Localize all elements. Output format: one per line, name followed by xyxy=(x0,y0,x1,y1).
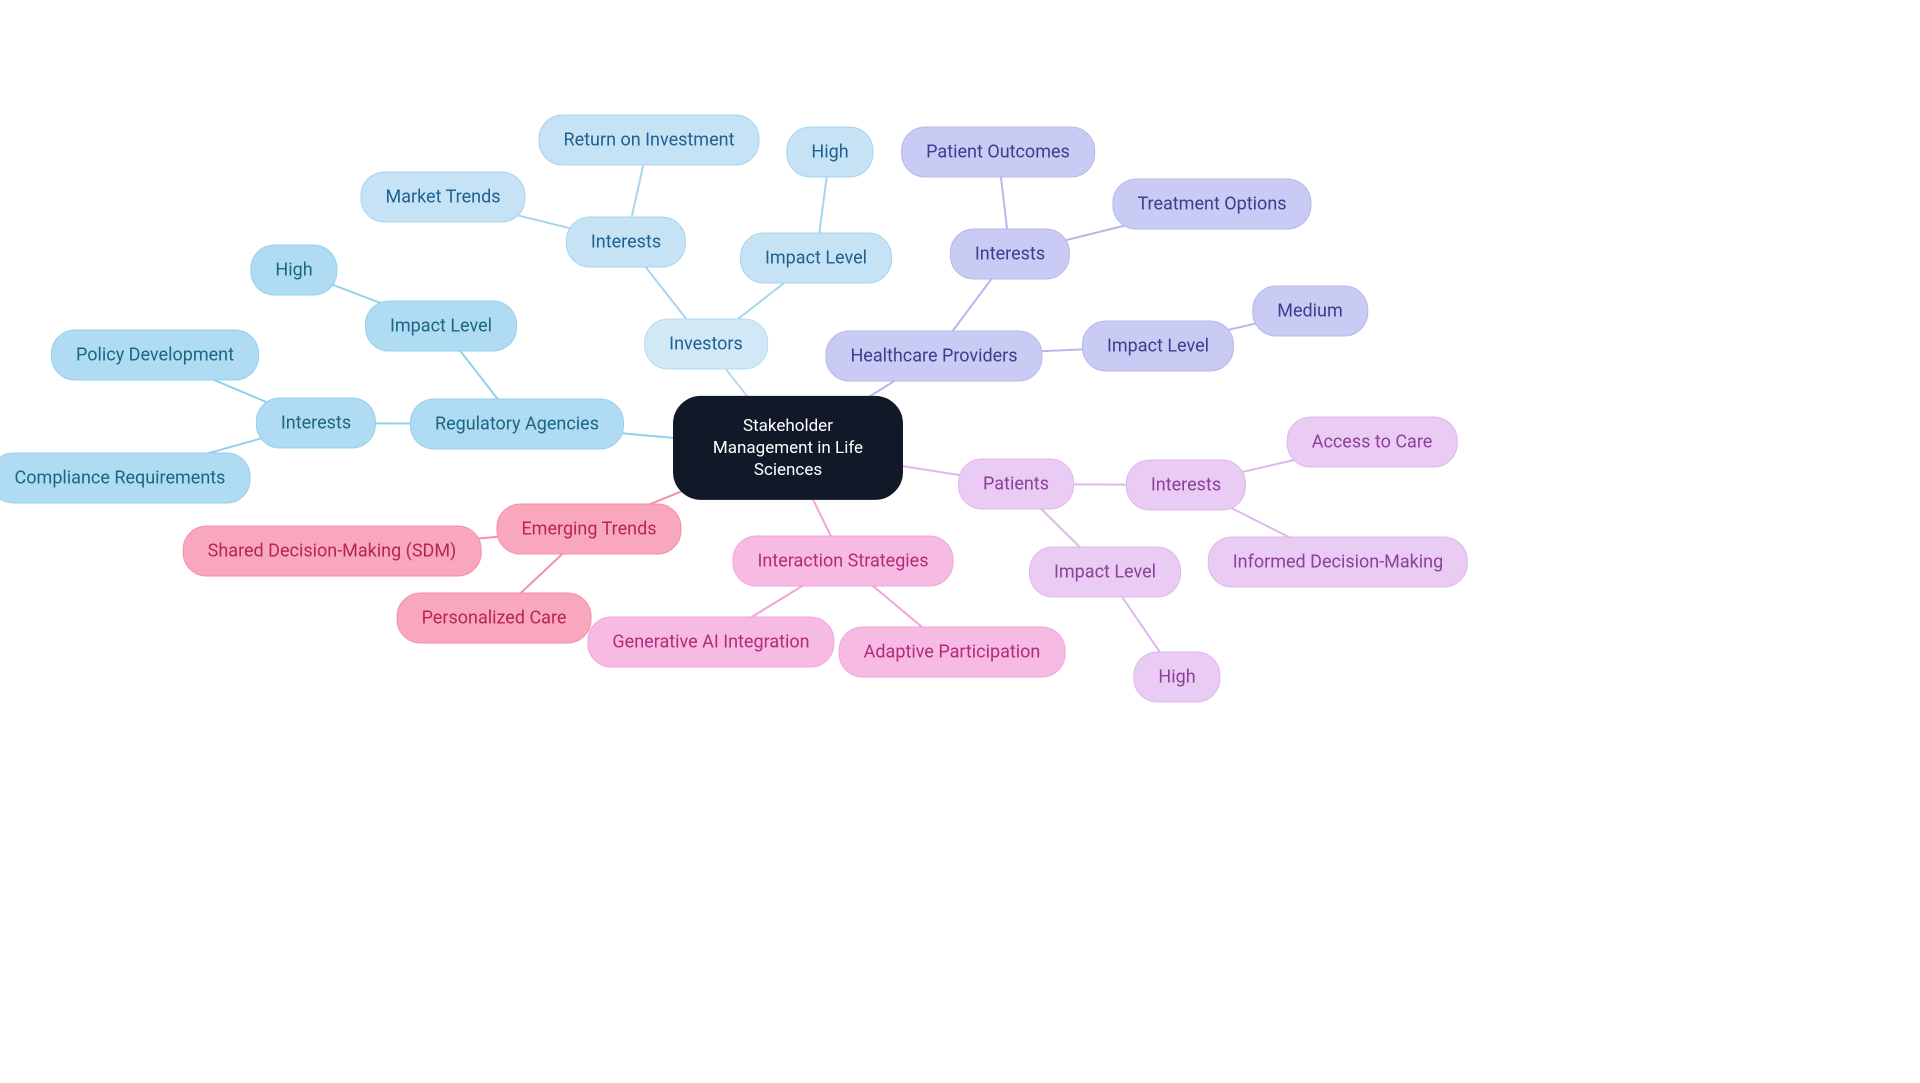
node-hcp: Healthcare Providers xyxy=(825,331,1042,382)
node-trends: Emerging Trends xyxy=(496,504,681,555)
node-reg-high: High xyxy=(250,245,337,296)
node-patients-high: High xyxy=(1133,652,1220,703)
root-node: Stakeholder Management in Life Sciences xyxy=(673,396,903,500)
node-investors-interests: Interests xyxy=(566,217,686,268)
node-hcp-impact: Impact Level xyxy=(1082,321,1234,372)
node-investors-market: Market Trends xyxy=(360,172,525,223)
node-trends-sdm: Shared Decision-Making (SDM) xyxy=(183,526,482,577)
node-strategies-genai: Generative AI Integration xyxy=(587,617,834,668)
node-reg-compliance: Compliance Requirements xyxy=(0,453,250,504)
node-reg: Regulatory Agencies xyxy=(410,399,624,450)
node-strategies-adaptive: Adaptive Participation xyxy=(839,627,1066,678)
node-hcp-interests: Interests xyxy=(950,229,1070,280)
node-strategies: Interaction Strategies xyxy=(732,536,953,587)
node-investors: Investors xyxy=(644,319,768,370)
node-investors-high: High xyxy=(786,127,873,178)
node-investors-roi: Return on Investment xyxy=(539,115,760,166)
node-hcp-treatment: Treatment Options xyxy=(1112,179,1311,230)
node-hcp-outcomes: Patient Outcomes xyxy=(901,127,1095,178)
node-hcp-medium: Medium xyxy=(1252,286,1368,337)
node-reg-interests: Interests xyxy=(256,398,376,449)
node-patients-informed: Informed Decision-Making xyxy=(1208,537,1468,588)
node-patients-access: Access to Care xyxy=(1287,417,1458,468)
node-reg-impact: Impact Level xyxy=(365,301,517,352)
node-reg-policy: Policy Development xyxy=(51,330,259,381)
node-investors-impact: Impact Level xyxy=(740,233,892,284)
node-trends-personalized: Personalized Care xyxy=(397,593,592,644)
node-patients: Patients xyxy=(958,459,1074,510)
node-patients-impact: Impact Level xyxy=(1029,547,1181,598)
node-patients-interests: Interests xyxy=(1126,460,1246,511)
